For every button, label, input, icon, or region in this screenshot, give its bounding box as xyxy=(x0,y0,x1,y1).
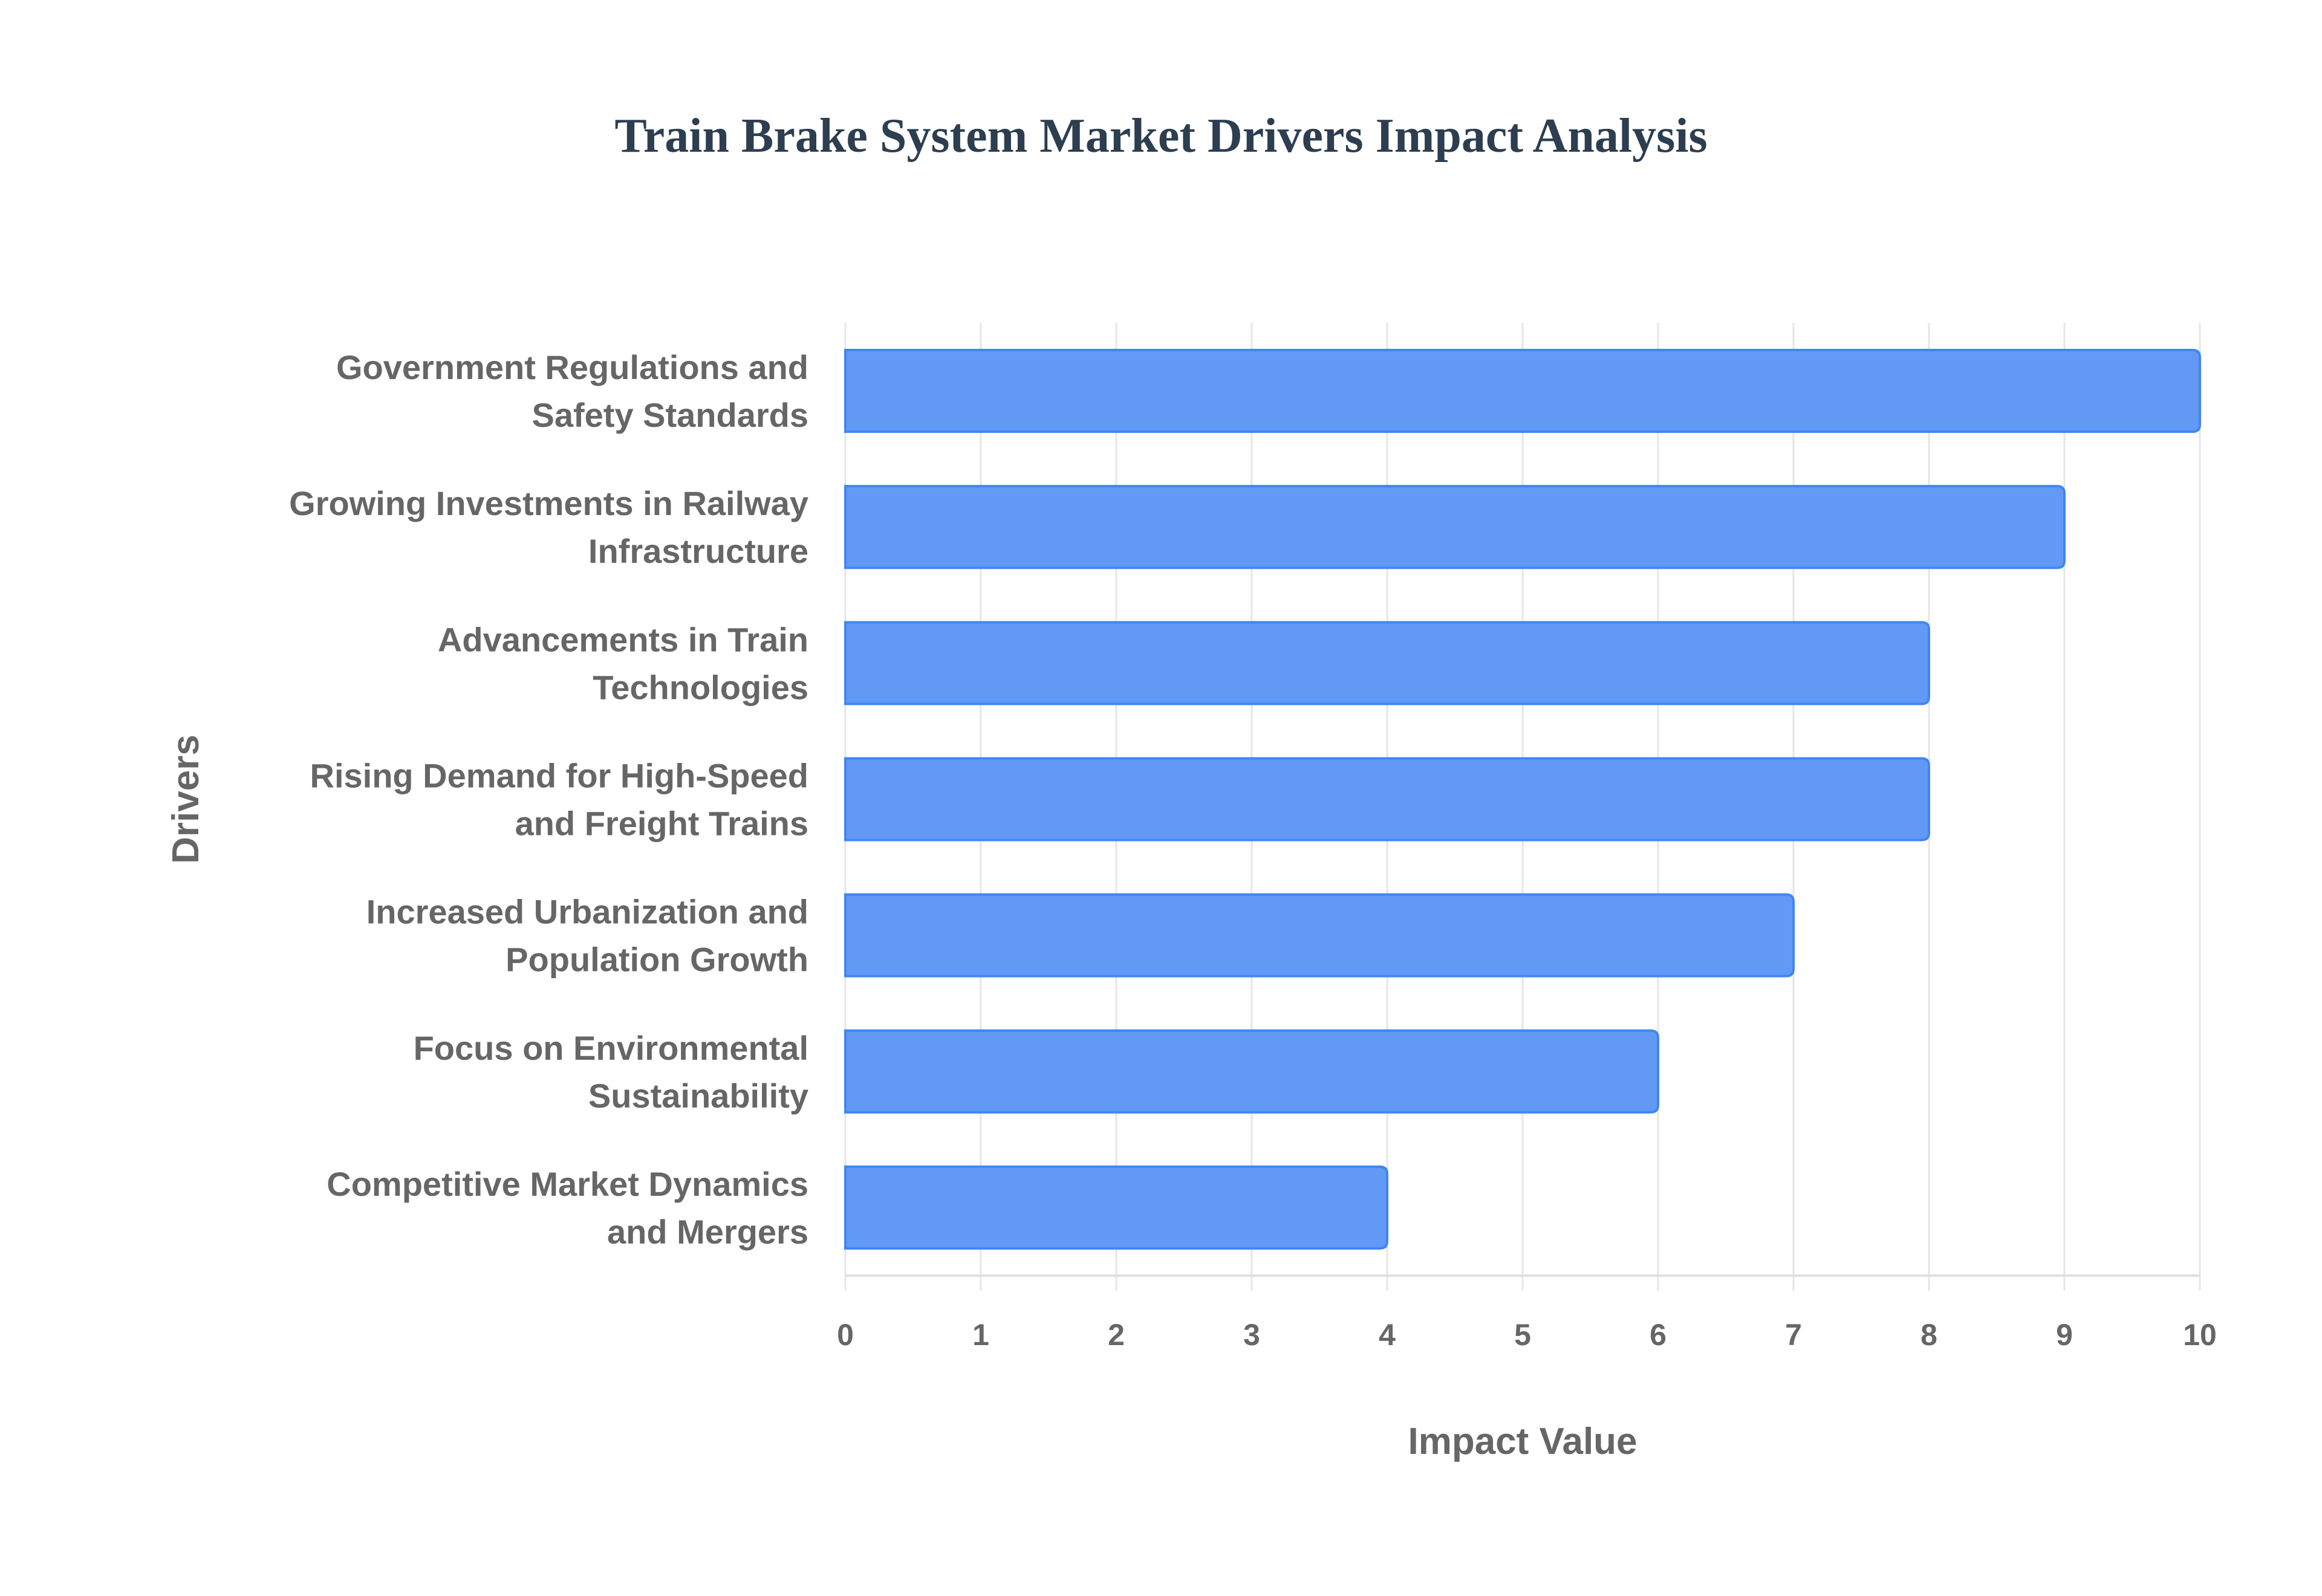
x-tick-label: 8 xyxy=(1920,1318,1937,1352)
bar xyxy=(844,485,2066,569)
bar xyxy=(844,1165,1388,1250)
bar xyxy=(844,1029,1659,1114)
y-category-label: Rising Demand for High-Speed xyxy=(310,757,809,795)
y-category-label: Growing Investments in Railway xyxy=(289,484,808,522)
x-tick-label: 10 xyxy=(2183,1318,2217,1352)
x-tick-label: 7 xyxy=(1785,1318,1802,1352)
y-category-label: Increased Urbanization and xyxy=(366,893,808,931)
x-axis-title: Impact Value xyxy=(1408,1421,1637,1462)
y-category-label: and Mergers xyxy=(607,1213,808,1251)
y-category-label: Safety Standards xyxy=(532,396,809,434)
y-category-label: Infrastructure xyxy=(588,532,808,570)
chart-title: Train Brake System Market Drivers Impact… xyxy=(614,109,1708,163)
x-tick-label: 9 xyxy=(2056,1318,2073,1352)
y-category-label: Technologies xyxy=(593,668,808,706)
bar xyxy=(844,349,2201,433)
x-tick-label: 5 xyxy=(1514,1318,1531,1352)
y-category-label: Competitive Market Dynamics xyxy=(327,1165,808,1203)
x-tick-label: 3 xyxy=(1243,1318,1260,1352)
x-tick-label: 1 xyxy=(972,1318,989,1352)
y-axis-title: Drivers xyxy=(165,735,207,864)
x-tick-label: 4 xyxy=(1379,1318,1396,1352)
y-category-label: Advancements in Train xyxy=(438,620,808,658)
bar xyxy=(844,621,1930,706)
y-category-label: Government Regulations and xyxy=(336,348,808,386)
bar xyxy=(844,757,1930,842)
y-category-label: Sustainability xyxy=(588,1077,808,1115)
y-category-label: Focus on Environmental xyxy=(414,1029,808,1067)
x-tick-label: 2 xyxy=(1108,1318,1125,1352)
y-category-label: Population Growth xyxy=(506,941,808,979)
x-tick-label: 0 xyxy=(837,1318,854,1352)
x-tick-label: 6 xyxy=(1650,1318,1667,1352)
y-category-label: and Freight Trains xyxy=(515,805,808,843)
bar xyxy=(844,893,1795,978)
